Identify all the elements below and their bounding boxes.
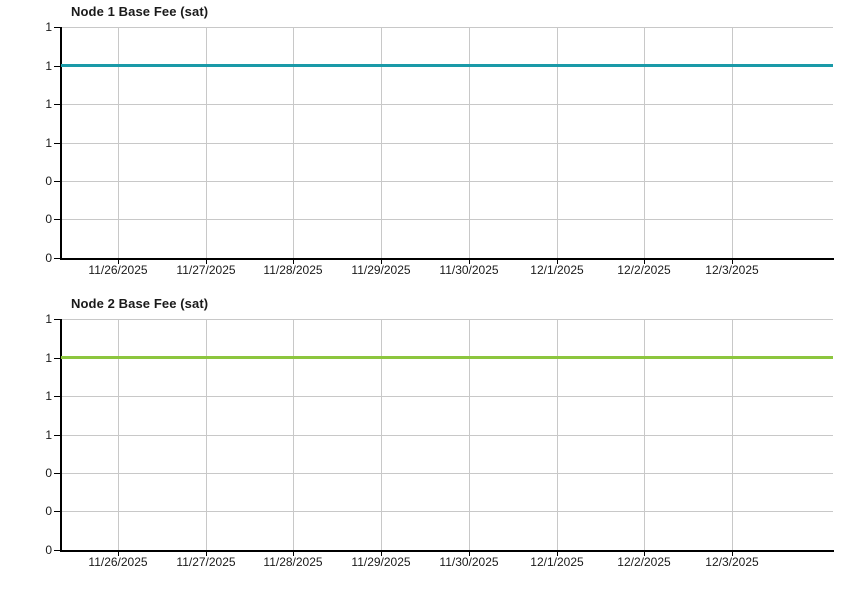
x-tick-label: 11/28/2025 — [263, 263, 323, 277]
gridline-vertical — [557, 27, 558, 258]
y-tick-mark — [54, 27, 61, 28]
gridline-vertical — [732, 27, 733, 258]
gridline-vertical — [118, 27, 119, 258]
y-tick-mark — [54, 181, 61, 182]
y-tick-mark — [54, 66, 61, 67]
series-line-node-1-base-fee-sat- — [61, 64, 833, 67]
y-tick-mark — [54, 511, 61, 512]
x-tick-mark — [732, 550, 733, 556]
y-axis-line — [60, 319, 62, 551]
y-tick-mark — [54, 258, 61, 259]
gridline-horizontal — [61, 511, 833, 512]
x-tick-mark — [381, 258, 382, 264]
y-tick-mark — [54, 104, 61, 105]
y-tick-mark — [54, 219, 61, 220]
y-tick-label: 1 — [45, 97, 52, 111]
x-tick-mark — [469, 550, 470, 556]
y-tick-label: 1 — [45, 312, 52, 326]
x-tick-mark — [206, 258, 207, 264]
x-tick-mark — [293, 258, 294, 264]
x-tick-mark — [557, 258, 558, 264]
gridline-vertical — [557, 319, 558, 550]
x-tick-label: 12/1/2025 — [530, 263, 584, 277]
x-tick-mark — [644, 550, 645, 556]
x-axis-line — [60, 258, 834, 260]
y-tick-label: 0 — [45, 212, 52, 226]
x-tick-label: 12/3/2025 — [705, 263, 759, 277]
series-line-node-2-base-fee-sat- — [61, 356, 833, 359]
gridline-horizontal — [61, 27, 833, 28]
x-tick-label: 11/27/2025 — [176, 263, 236, 277]
chart-panel-node-1: Node 1 Base Fee (sat) 1 1 1 1 0 0 0 11/26/2025… — [0, 0, 860, 292]
gridline-vertical — [644, 27, 645, 258]
chart-title: Node 2 Base Fee (sat) — [71, 296, 209, 311]
gridline-vertical — [293, 27, 294, 258]
y-tick-mark — [54, 473, 61, 474]
y-tick-label-group: 1 1 1 1 0 0 0 — [0, 0, 52, 292]
gridline-vertical — [732, 319, 733, 550]
gridline-horizontal — [61, 473, 833, 474]
x-tick-label: 11/28/2025 — [263, 555, 323, 569]
x-tick-mark — [732, 258, 733, 264]
y-tick-label: 1 — [45, 136, 52, 150]
y-tick-mark — [54, 143, 61, 144]
y-tick-label: 0 — [45, 251, 52, 265]
gridline-vertical — [118, 319, 119, 550]
y-tick-label: 1 — [45, 351, 52, 365]
x-tick-label: 12/1/2025 — [530, 555, 584, 569]
x-tick-label: 11/27/2025 — [176, 555, 236, 569]
gridline-horizontal — [61, 181, 833, 182]
y-tick-label: 1 — [45, 389, 52, 403]
y-tick-label: 0 — [45, 466, 52, 480]
y-tick-label-group: 1 1 1 1 0 0 0 — [0, 292, 52, 584]
x-tick-label: 11/29/2025 — [351, 555, 411, 569]
x-tick-mark — [381, 550, 382, 556]
y-tick-mark — [54, 435, 61, 436]
y-tick-label: 0 — [45, 504, 52, 518]
y-tick-label: 1 — [45, 59, 52, 73]
x-tick-label: 11/30/2025 — [439, 263, 499, 277]
x-tick-mark — [118, 550, 119, 556]
x-tick-mark — [644, 258, 645, 264]
x-tick-label: 12/2/2025 — [617, 263, 671, 277]
y-tick-mark — [54, 358, 61, 359]
y-tick-label: 0 — [45, 174, 52, 188]
x-tick-label: 12/3/2025 — [705, 555, 759, 569]
x-tick-mark — [557, 550, 558, 556]
x-tick-label: 11/26/2025 — [88, 263, 148, 277]
x-tick-mark — [293, 550, 294, 556]
x-tick-mark — [206, 550, 207, 556]
gridline-vertical — [469, 27, 470, 258]
gridline-horizontal — [61, 104, 833, 105]
chart-panel-node-2: Node 2 Base Fee (sat) 1 1 1 1 0 0 0 11/26/2025… — [0, 292, 860, 600]
x-axis-line — [60, 550, 834, 552]
gridline-vertical — [381, 319, 382, 550]
gridline-vertical — [469, 319, 470, 550]
gridline-horizontal — [61, 219, 833, 220]
x-tick-label: 12/2/2025 — [617, 555, 671, 569]
gridline-horizontal — [61, 396, 833, 397]
gridline-vertical — [644, 319, 645, 550]
y-axis-line — [60, 27, 62, 259]
gridline-vertical — [206, 27, 207, 258]
x-tick-label: 11/29/2025 — [351, 263, 411, 277]
chart-title: Node 1 Base Fee (sat) — [71, 4, 209, 19]
y-tick-mark — [54, 319, 61, 320]
gridline-vertical — [293, 319, 294, 550]
y-tick-mark — [54, 550, 61, 551]
gridline-horizontal — [61, 435, 833, 436]
y-tick-label: 0 — [45, 543, 52, 557]
gridline-horizontal — [61, 319, 833, 320]
y-tick-mark — [54, 396, 61, 397]
gridline-horizontal — [61, 143, 833, 144]
y-tick-label: 1 — [45, 20, 52, 34]
gridline-vertical — [381, 27, 382, 258]
x-tick-mark — [118, 258, 119, 264]
x-tick-mark — [469, 258, 470, 264]
x-tick-label: 11/26/2025 — [88, 555, 148, 569]
x-tick-label: 11/30/2025 — [439, 555, 499, 569]
y-tick-label: 1 — [45, 428, 52, 442]
gridline-vertical — [206, 319, 207, 550]
